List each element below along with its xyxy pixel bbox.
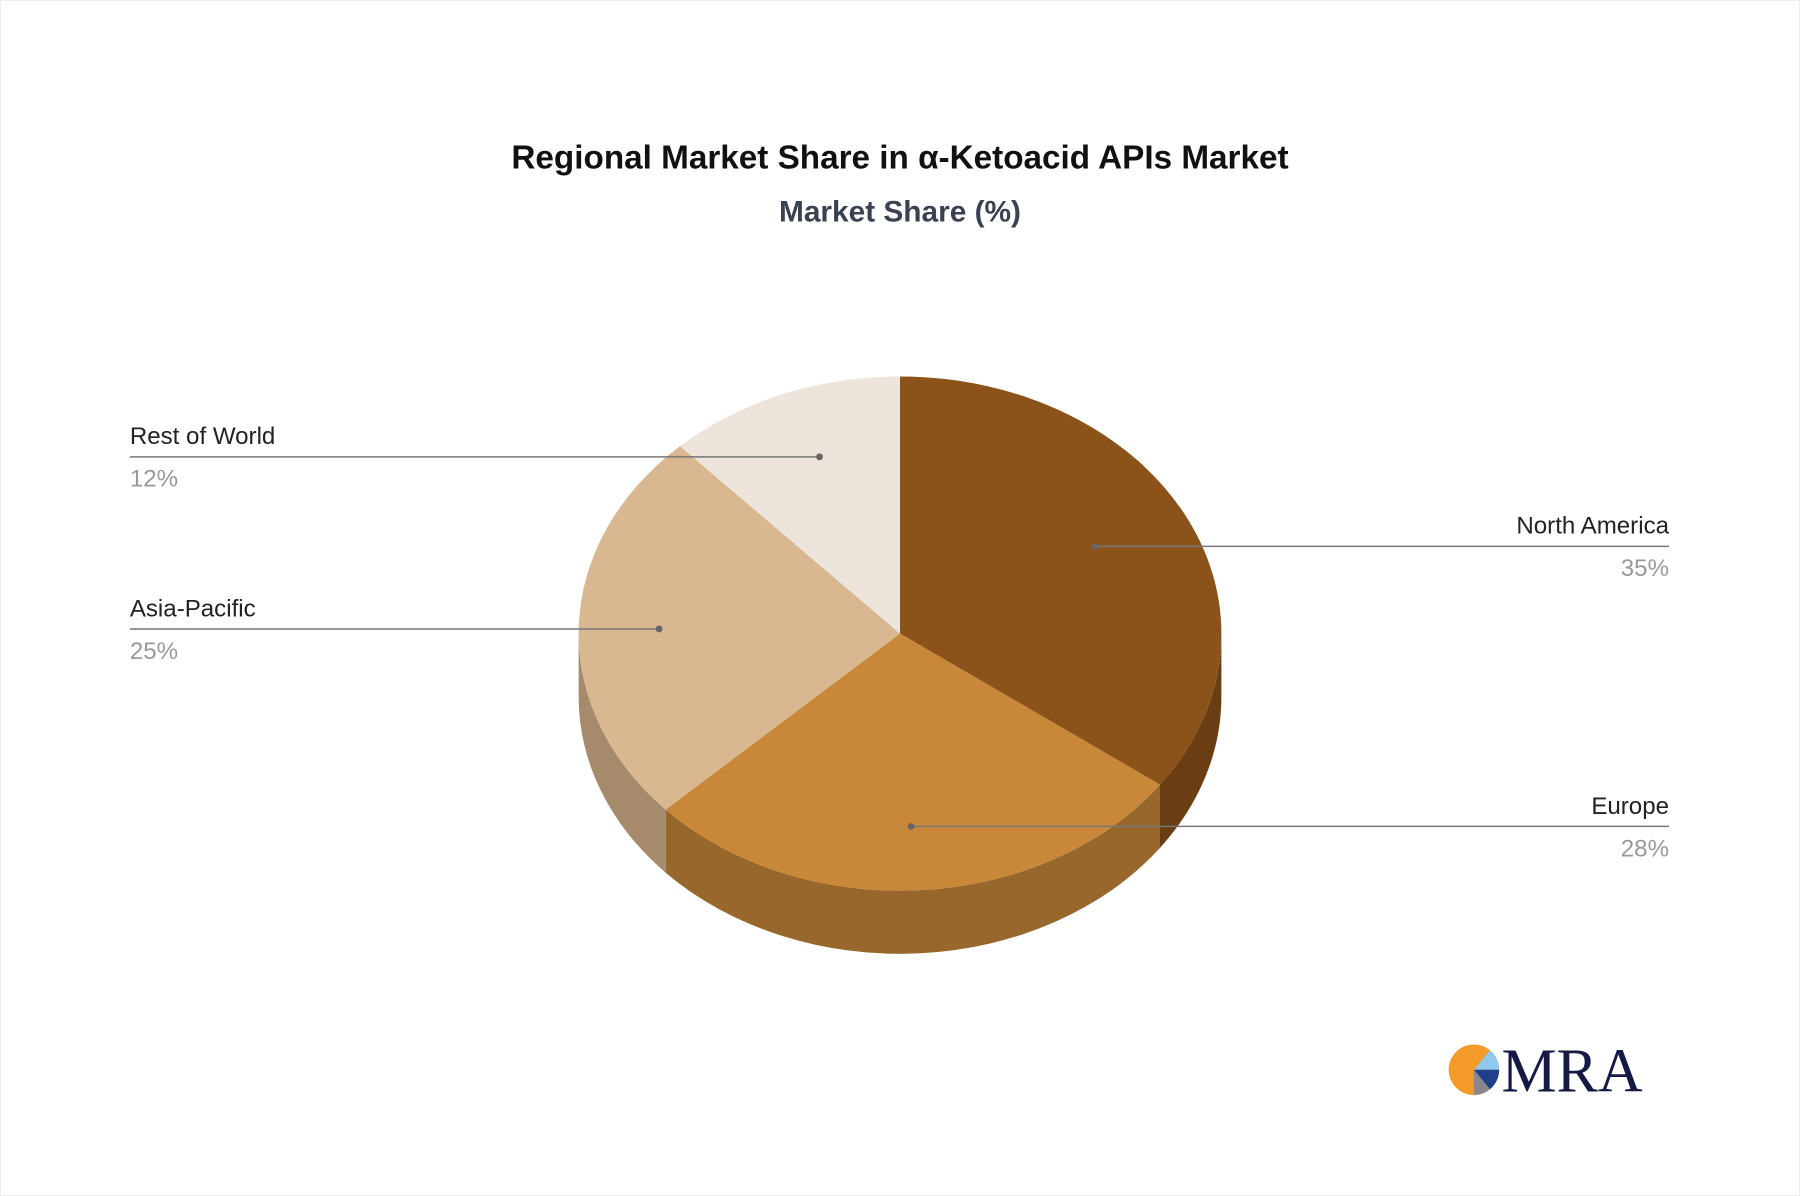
leader-dot-north-america <box>1091 542 1099 550</box>
value-rest-of-world: 12% <box>130 466 178 493</box>
logo-text: MRA <box>1501 1038 1642 1106</box>
mra-logo: MRA <box>1448 1038 1643 1106</box>
slice-north-america[interactable] <box>900 376 1222 785</box>
slice-asia-pacific[interactable] <box>578 446 900 810</box>
value-north-america: 35% <box>1621 555 1669 582</box>
slice-side-europe <box>665 784 1161 954</box>
label-north-america: North America <box>1516 513 1669 540</box>
label-asia-pacific: Asia-Pacific <box>130 595 256 622</box>
leader-dot-europe <box>907 822 915 830</box>
slice-side-asia-pacific <box>578 633 666 873</box>
chart-subtitle: Market Share (%) <box>779 196 1021 229</box>
label-europe: Europe <box>1591 793 1669 820</box>
slice-rest-of-world[interactable] <box>679 376 900 634</box>
leader-dot-rest-of-world <box>816 453 823 461</box>
value-asia-pacific: 25% <box>130 638 178 665</box>
value-europe: 28% <box>1621 835 1669 862</box>
leader-dot-asia-pacific <box>655 625 663 633</box>
chart-title: Regional Market Share in α-Ketoacid APIs… <box>511 140 1288 177</box>
slice-side-north-america <box>1160 633 1222 848</box>
label-rest-of-world: Rest of World <box>130 423 276 450</box>
